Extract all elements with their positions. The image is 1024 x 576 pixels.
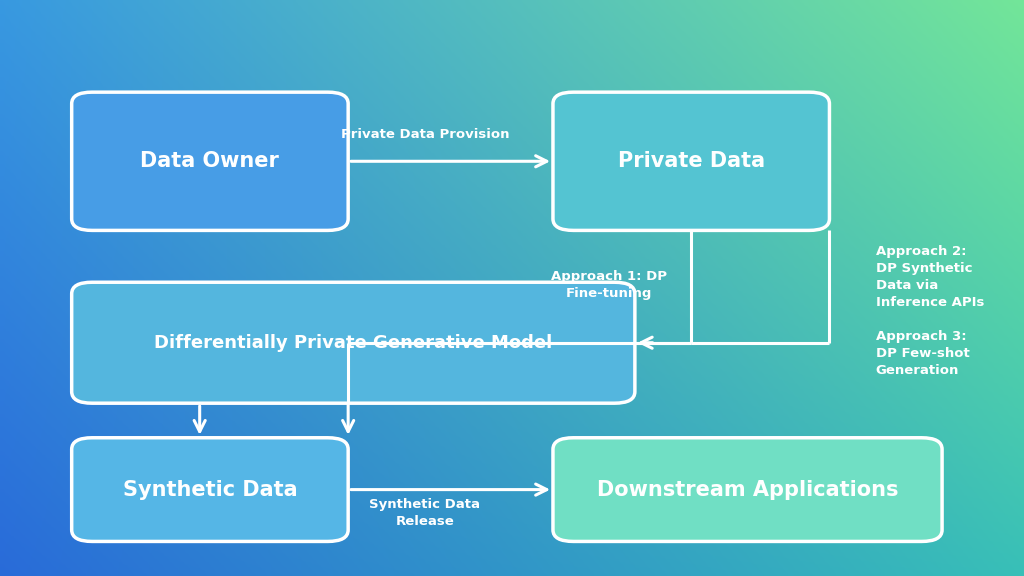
Text: Differentially Private Generative Model: Differentially Private Generative Model xyxy=(155,334,552,352)
Text: Synthetic Data
Release: Synthetic Data Release xyxy=(370,498,480,528)
Text: Private Data Provision: Private Data Provision xyxy=(341,128,509,141)
Text: Synthetic Data: Synthetic Data xyxy=(123,480,297,499)
FancyBboxPatch shape xyxy=(72,282,635,403)
Text: Approach 1: DP
Fine-tuning: Approach 1: DP Fine-tuning xyxy=(551,270,668,300)
Text: Downstream Applications: Downstream Applications xyxy=(597,480,898,499)
FancyBboxPatch shape xyxy=(72,92,348,230)
FancyBboxPatch shape xyxy=(553,92,829,230)
Text: Private Data: Private Data xyxy=(617,151,765,171)
Text: Approach 2:
DP Synthetic
Data via
Inference APIs

Approach 3:
DP Few-shot
Genera: Approach 2: DP Synthetic Data via Infere… xyxy=(876,245,984,377)
FancyBboxPatch shape xyxy=(553,438,942,541)
FancyBboxPatch shape xyxy=(72,438,348,541)
Text: Data Owner: Data Owner xyxy=(140,151,280,171)
